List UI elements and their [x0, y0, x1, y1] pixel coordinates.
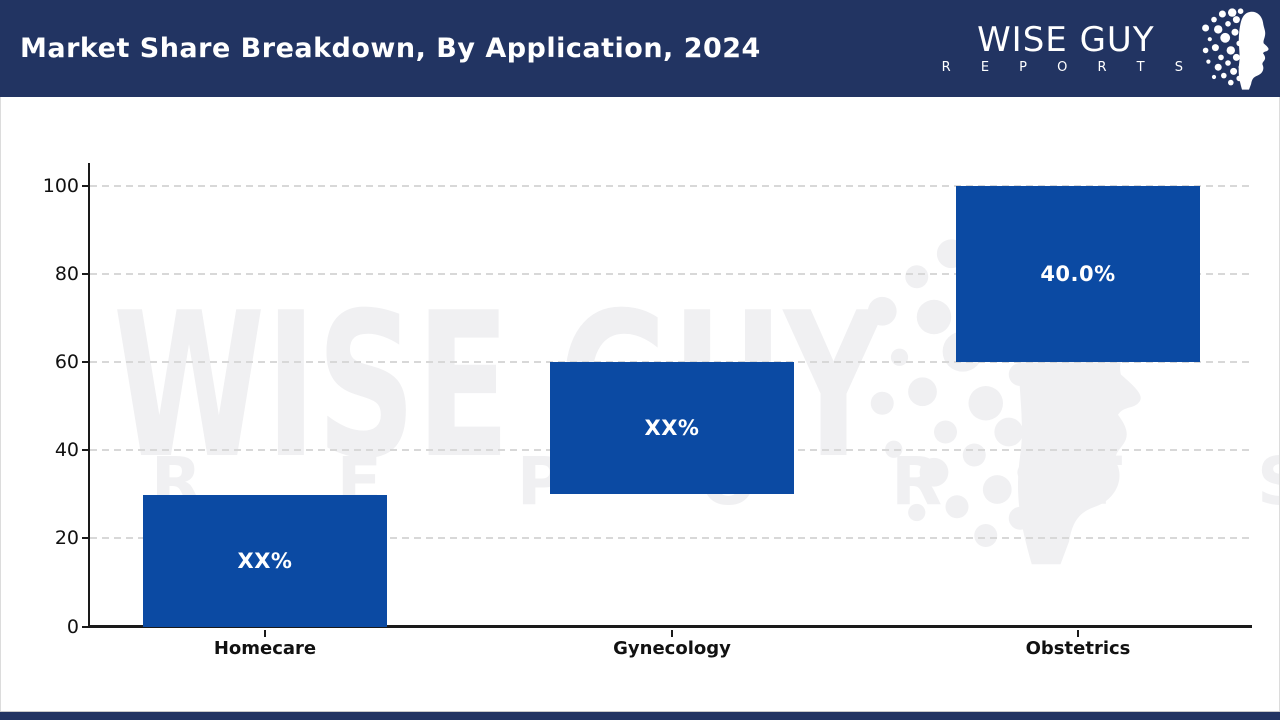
y-tick-100	[82, 185, 88, 187]
chart-area: WISE GUY R E P O R T S 100 80 60 40 20 0…	[0, 97, 1280, 711]
gridline-100	[90, 185, 1252, 187]
y-tick-label-60: 60	[54, 351, 79, 373]
x-label-homecare: Homecare	[213, 638, 317, 659]
bar-gynecology: XX%	[550, 362, 794, 494]
gridline-20	[90, 537, 1252, 539]
bar-value-label: XX%	[237, 549, 293, 573]
x-tick-homecare	[264, 630, 266, 637]
y-tick-label-20: 20	[54, 527, 79, 549]
x-label-obstetrics: Obstetrics	[1025, 638, 1131, 659]
bar-obstetrics: 40.0%	[956, 186, 1200, 362]
logo-wordmark: WISE GUY	[977, 20, 1155, 61]
bar-homecare: XX%	[143, 495, 387, 627]
y-tick-label-0: 0	[66, 616, 79, 638]
y-tick-80	[82, 273, 88, 275]
bar-value-label: 40.0%	[1040, 262, 1116, 286]
logo-subtext: R E P O R T S	[941, 59, 1196, 75]
chart-title: Market Share Breakdown, By Application, …	[20, 33, 761, 64]
y-tick-label-100: 100	[42, 175, 79, 197]
face-profile-icon	[1200, 7, 1270, 91]
x-axis-line	[88, 625, 1252, 628]
brand-logo: WISE GUY R E P O R T S	[936, 6, 1270, 92]
y-tick-0	[82, 626, 88, 628]
y-tick-20	[82, 537, 88, 539]
y-tick-label-40: 40	[54, 439, 79, 461]
x-tick-obstetrics	[1077, 630, 1079, 637]
brand-logo-text: WISE GUY R E P O R T S	[936, 20, 1196, 75]
bar-value-label: XX%	[644, 416, 700, 440]
y-tick-60	[82, 361, 88, 363]
x-label-gynecology: Gynecology	[613, 638, 731, 659]
y-axis-line	[88, 163, 90, 628]
y-tick-label-80: 80	[54, 263, 79, 285]
y-tick-40	[82, 449, 88, 451]
x-tick-gynecology	[671, 630, 673, 637]
header: Market Share Breakdown, By Application, …	[0, 0, 1280, 97]
footer-bar	[0, 711, 1280, 720]
gridline-80	[90, 273, 1252, 275]
